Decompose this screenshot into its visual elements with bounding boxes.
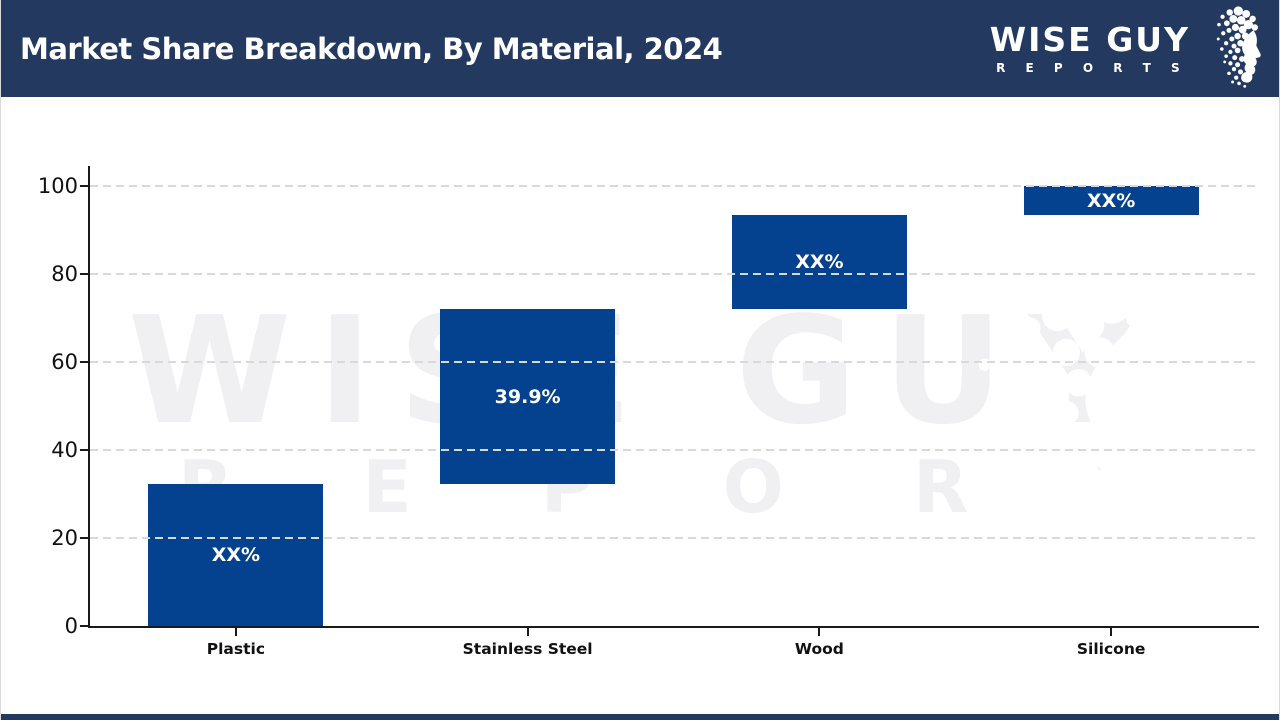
y-tick-20 <box>80 537 88 539</box>
y-tick-100 <box>80 185 88 187</box>
chart-area: WISE GUY R E P O R T S 0 20 40 60 80 100 XX% Pl… <box>0 97 1280 714</box>
bar-wood: XX% <box>731 215 907 309</box>
wiseguy-logo: WISE GUY R E P O R T S <box>990 5 1280 92</box>
x-tick-plastic <box>234 628 237 636</box>
bar-value-label-wood: XX% <box>795 250 844 273</box>
gridline-y80 <box>90 273 1257 275</box>
gridline-y100 <box>90 185 1257 187</box>
wiseguy-face-icon <box>1216 5 1261 88</box>
bar-stainless-steel: 39.9% <box>440 308 616 485</box>
x-tick-stainless-steel <box>526 628 529 636</box>
y-tick-60 <box>80 361 88 363</box>
watermark-wordmark: WISE GUY <box>128 285 1163 457</box>
x-tick-wood <box>818 628 821 636</box>
y-tick-label-0: 0 <box>64 614 78 638</box>
y-tick-label-80: 80 <box>51 262 78 286</box>
y-tick-label-60: 60 <box>51 350 78 374</box>
y-tick-label-20: 20 <box>51 526 78 550</box>
y-tick-label-100: 100 <box>37 174 78 198</box>
gridline-y20 <box>90 537 1257 539</box>
y-tick-40 <box>80 449 88 451</box>
bar-plastic: XX% <box>148 484 324 626</box>
y-tick-0 <box>80 625 88 627</box>
header-bar: Market Share Breakdown, By Material, 202… <box>0 0 1280 97</box>
logo-wordmark: WISE GUY <box>989 20 1190 59</box>
bar-value-label-stainless-steel: 39.9% <box>494 385 561 408</box>
x-tick-silicone <box>1110 628 1113 636</box>
x-tick-label-silicone: Silicone <box>1076 640 1146 658</box>
gridline-y40 <box>90 449 1257 451</box>
y-tick-80 <box>80 273 88 275</box>
x-tick-label-plastic: Plastic <box>206 640 266 658</box>
wiseguy-logo-text: WISE GUY R E P O R T S <box>990 23 1190 74</box>
footer-bar <box>0 714 1280 720</box>
logo-subtitle: R E P O R T S <box>996 61 1188 75</box>
page-title: Market Share Breakdown, By Material, 202… <box>20 31 723 66</box>
x-tick-label-stainless-steel: Stainless Steel <box>462 640 593 658</box>
gridline-y60 <box>90 361 1257 363</box>
bar-value-label-plastic: XX% <box>211 544 261 567</box>
watermark-face-icon <box>978 226 1165 571</box>
y-axis-spine <box>88 166 90 628</box>
x-tick-label-wood: Wood <box>794 640 844 658</box>
x-axis-spine <box>88 626 1259 628</box>
bar-silicone: XX% <box>1023 186 1199 216</box>
bar-value-label-silicone: XX% <box>1086 189 1136 212</box>
y-tick-label-40: 40 <box>51 438 78 462</box>
